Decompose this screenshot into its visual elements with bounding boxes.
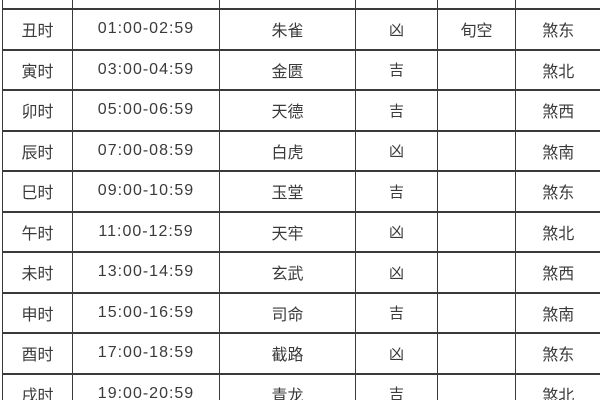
cell-time: 07:00-08:59 — [72, 130, 220, 172]
cell-direction: 煞北 — [515, 373, 600, 400]
cell-luck: 吉 — [355, 373, 438, 400]
cell-note — [437, 171, 516, 213]
cell-note — [437, 49, 516, 91]
cell-direction: 煞南 — [515, 292, 600, 334]
table-row-cutoff-top — [2, 0, 600, 10]
cell-star: 司命 — [219, 292, 356, 334]
cell-hour: 午时 — [2, 211, 73, 253]
cell-hour: 巳时 — [2, 171, 73, 213]
cell-star: 天牢 — [219, 211, 356, 253]
cell-star: 青龙 — [219, 373, 356, 400]
table-row: 戌时 19:00-20:59 青龙吉 煞北 — [2, 373, 600, 400]
cell-time: 11:00-12:59 — [72, 211, 220, 253]
cell-hour: 辰时 — [2, 130, 73, 172]
cell-note — [437, 90, 516, 132]
cell-star: 截路 — [219, 333, 356, 375]
cell-note — [437, 373, 516, 400]
cell-note — [437, 292, 516, 334]
cell-hour: 未时 — [2, 252, 73, 294]
cell-star: 白虎 — [219, 130, 356, 172]
cell-time: 15:00-16:59 — [72, 292, 220, 334]
cell-star: 玄武 — [219, 252, 356, 294]
cell-time: 19:00-20:59 — [72, 373, 220, 400]
cell-hour: 申时 — [2, 292, 73, 334]
cell-direction: 煞东 — [515, 171, 600, 213]
table-row: 未时 13:00-14:59 玄武凶 煞西 — [2, 252, 600, 294]
cell-time: 03:00-04:59 — [72, 49, 220, 91]
table-row: 辰时 07:00-08:59 白虎凶 煞南 — [2, 130, 600, 172]
cell-hour: 寅时 — [2, 49, 73, 91]
cell-hour: 酉时 — [2, 333, 73, 375]
cell-star: 玉堂 — [219, 171, 356, 213]
cell-direction: 煞东 — [515, 333, 600, 375]
cell-star: 天德 — [219, 90, 356, 132]
cell-luck: 凶 — [355, 211, 438, 253]
cell-time: 09:00-10:59 — [72, 171, 220, 213]
cell-luck: 凶 — [355, 252, 438, 294]
cell-note — [437, 211, 516, 253]
cell-time: 13:00-14:59 — [72, 252, 220, 294]
cell-luck: 凶 — [355, 130, 438, 172]
cell-time: 05:00-06:59 — [72, 90, 220, 132]
table-row: 卯时 05:00-06:59 天德吉 煞西 — [2, 90, 600, 132]
cell-direction: 煞东 — [515, 9, 600, 51]
table-row: 巳时 09:00-10:59 玉堂吉 煞东 — [2, 171, 600, 213]
cell-star: 朱雀 — [219, 9, 356, 51]
cell-luck: 吉 — [355, 292, 438, 334]
cell-direction: 煞南 — [515, 130, 600, 172]
cell-luck: 吉 — [355, 49, 438, 91]
cell-note: 旬空 — [437, 9, 516, 51]
cell-empty — [219, 0, 356, 10]
cell-hour: 丑时 — [2, 9, 73, 51]
cell-direction: 煞西 — [515, 90, 600, 132]
cell-direction: 煞西 — [515, 252, 600, 294]
cell-luck: 凶 — [355, 9, 438, 51]
cell-luck: 吉 — [355, 90, 438, 132]
cell-time: 01:00-02:59 — [72, 9, 220, 51]
cell-luck: 吉 — [355, 171, 438, 213]
cell-empty — [437, 0, 516, 10]
table-row: 寅时 03:00-04:59 金匮吉 煞北 — [2, 49, 600, 91]
cell-direction: 煞北 — [515, 49, 600, 91]
cell-hour: 卯时 — [2, 90, 73, 132]
table-row: 酉时 17:00-18:59 截路凶 煞东 — [2, 333, 600, 375]
cell-luck: 凶 — [355, 333, 438, 375]
cell-empty — [515, 0, 600, 10]
table-row: 申时 15:00-16:59 司命吉 煞南 — [2, 292, 600, 334]
cell-note — [437, 333, 516, 375]
cell-empty — [2, 0, 73, 10]
table-row: 午时 11:00-12:59 天牢凶 煞北 — [2, 211, 600, 253]
cell-hour: 戌时 — [2, 373, 73, 400]
cell-star: 金匮 — [219, 49, 356, 91]
cell-note — [437, 130, 516, 172]
cell-empty — [355, 0, 438, 10]
cell-time: 17:00-18:59 — [72, 333, 220, 375]
cell-note — [437, 252, 516, 294]
cell-direction: 煞北 — [515, 211, 600, 253]
table-row: 丑时 01:00-02:59 朱雀凶旬空 煞东 — [2, 9, 600, 51]
cell-empty — [72, 0, 220, 10]
